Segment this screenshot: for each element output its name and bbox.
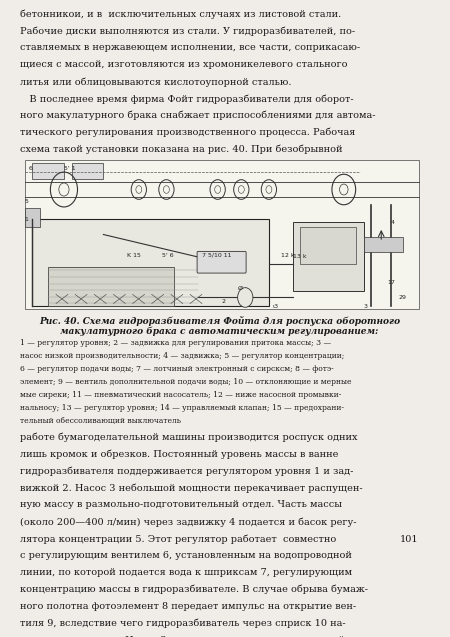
Text: Рис. 40. Схема гидроразбивателя Фойта для роспуска оборотного: Рис. 40. Схема гидроразбивателя Фойта дл…	[39, 316, 400, 326]
Text: 4: 4	[391, 220, 395, 225]
Text: В последнее время фирма Фойт гидроразбиватели для оборот-: В последнее время фирма Фойт гидроразбив…	[20, 94, 354, 104]
Text: лятора концентрации 5. Этот регулятор работает  совместно: лятора концентрации 5. Этот регулятор ра…	[20, 534, 337, 543]
Text: ι3: ι3	[273, 304, 279, 309]
Text: 1 — регулятор уровня; 2 — задвижка для регулирования притока массы; 3 —: 1 — регулятор уровня; 2 — задвижка для р…	[20, 339, 331, 347]
Text: нальносу; 13 — регулятор уровня; 14 — управляемый клапан; 15 — предохрани-: нальносу; 13 — регулятор уровня; 14 — уп…	[20, 404, 344, 412]
Text: 17: 17	[387, 280, 395, 285]
Text: 6: 6	[28, 166, 32, 171]
Text: K 15: K 15	[127, 253, 141, 258]
Circle shape	[238, 288, 253, 307]
Text: ного полотна фотоэлемент 8 передает импульс на открытие вен-: ного полотна фотоэлемент 8 передает импу…	[20, 602, 356, 611]
Text: насос низкой производительности; 4 — задвижка; 5 — регулятор концентрации;: насос низкой производительности; 4 — зад…	[20, 352, 345, 360]
Text: 6 — регулятор подачи воды; 7 — лотчиный электронный с сирсксм; 8 — фотэ-: 6 — регулятор подачи воды; 7 — лотчиный …	[20, 365, 334, 373]
Text: работе бумагоделательной машины производится роспуск одних: работе бумагоделательной машины производ…	[20, 433, 358, 442]
FancyBboxPatch shape	[197, 252, 246, 273]
Text: схема такой установки показана на рис. 40. При безобрывной: схема такой установки показана на рис. 4…	[20, 145, 343, 154]
Text: тического регулирования производственного процесса. Рабочая: тического регулирования производственног…	[20, 128, 356, 138]
Bar	[48, 268, 174, 306]
Text: элемент; 9 — вентиль дополнительной подачи воды; 10 — отклоняющие и мерные: элемент; 9 — вентиль дополнительной пода…	[20, 378, 352, 386]
Text: ного макулатурного брака снабжает приспособлениями для автома-: ного макулатурного брака снабжает приспо…	[20, 111, 376, 120]
Text: линии, по которой подается вода к шприксам 7, регулирующим: линии, по которой подается вода к шприкс…	[20, 568, 352, 577]
Text: 101: 101	[400, 535, 418, 544]
Text: 12 k: 12 k	[281, 253, 294, 258]
Bar	[32, 162, 64, 179]
Bar	[72, 162, 104, 179]
Text: 13 k: 13 k	[292, 255, 306, 259]
Text: Рабочие диски выполняются из стали. У гидроразбивателей, по-: Рабочие диски выполняются из стали. У ги…	[20, 27, 356, 36]
Text: тельный обессоливающий выключатель: тельный обессоливающий выключатель	[20, 417, 181, 426]
Text: 5' 1: 5' 1	[64, 166, 76, 171]
Text: Ø: Ø	[237, 286, 243, 291]
Text: макулатурного брака с автоматическим регулированием:: макулатурного брака с автоматическим рег…	[60, 327, 379, 336]
Text: (около 200—400 л/мин) через задвижку 4 подается и басок регу-: (около 200—400 л/мин) через задвижку 4 п…	[20, 517, 357, 527]
Text: 29: 29	[399, 295, 407, 300]
Text: 2: 2	[221, 299, 225, 304]
Text: ставляемых в нержавеющем исполнении, все части, соприкасаю-: ставляемых в нержавеющем исполнении, все…	[20, 43, 360, 52]
Text: литья или облицовываются кислотоупорной сталью.: литья или облицовываются кислотоупорной …	[20, 77, 292, 87]
Bar	[301, 227, 356, 264]
Text: чет шпритать воды. Нанос 3 перестает спрыкаться с отдачкой: чет шпритать воды. Нанос 3 перестает спр…	[20, 636, 345, 637]
Text: вижкой 2. Насос 3 небольшой мощности перекачивает распущен-: вижкой 2. Насос 3 небольшой мощности пер…	[20, 483, 363, 493]
Text: гидроразбивателя поддерживается регулятором уровня 1 и зад-: гидроразбивателя поддерживается регулято…	[20, 466, 354, 476]
Text: мые сиреки; 11 — пневматический насосатель; 12 — нижe нacосной промывки-: мые сиреки; 11 — пневматический насосате…	[20, 391, 342, 399]
Text: тиля 9, вследствие чего гидроразбиватель через сприск 10 на-: тиля 9, вследствие чего гидроразбиватель…	[20, 619, 346, 628]
Text: бетонникои, и в  исключительных случаях из листовой стали.: бетонникои, и в исключительных случаях и…	[20, 10, 342, 19]
Text: концентрацию массы в гидроразбивателе. В случае обрыва бумаж-: концентрацию массы в гидроразбивателе. В…	[20, 585, 368, 594]
Text: щиеся с массой, изготовляются из хромоникелевого стального: щиеся с массой, изготовляются из хромони…	[20, 61, 348, 69]
Text: 5' 6: 5' 6	[162, 253, 174, 258]
Text: с регулирующим вентилем 6, установленным на водопроводной: с регулирующим вентилем 6, установленным…	[20, 551, 352, 560]
Bar	[364, 238, 403, 252]
Text: 7 5/10 11: 7 5/10 11	[202, 253, 231, 258]
Text: 5: 5	[25, 199, 28, 204]
Bar	[25, 208, 40, 227]
Text: 1: 1	[25, 217, 28, 222]
Text: ную массу в размольно-подготовительный отдел. Часть массы: ную массу в размольно-подготовительный о…	[20, 500, 342, 510]
Text: лишь кромок и обрезков. Постоянный уровень массы в ванне: лишь кромок и обрезков. Постоянный урове…	[20, 450, 339, 459]
Text: 3: 3	[364, 304, 368, 309]
